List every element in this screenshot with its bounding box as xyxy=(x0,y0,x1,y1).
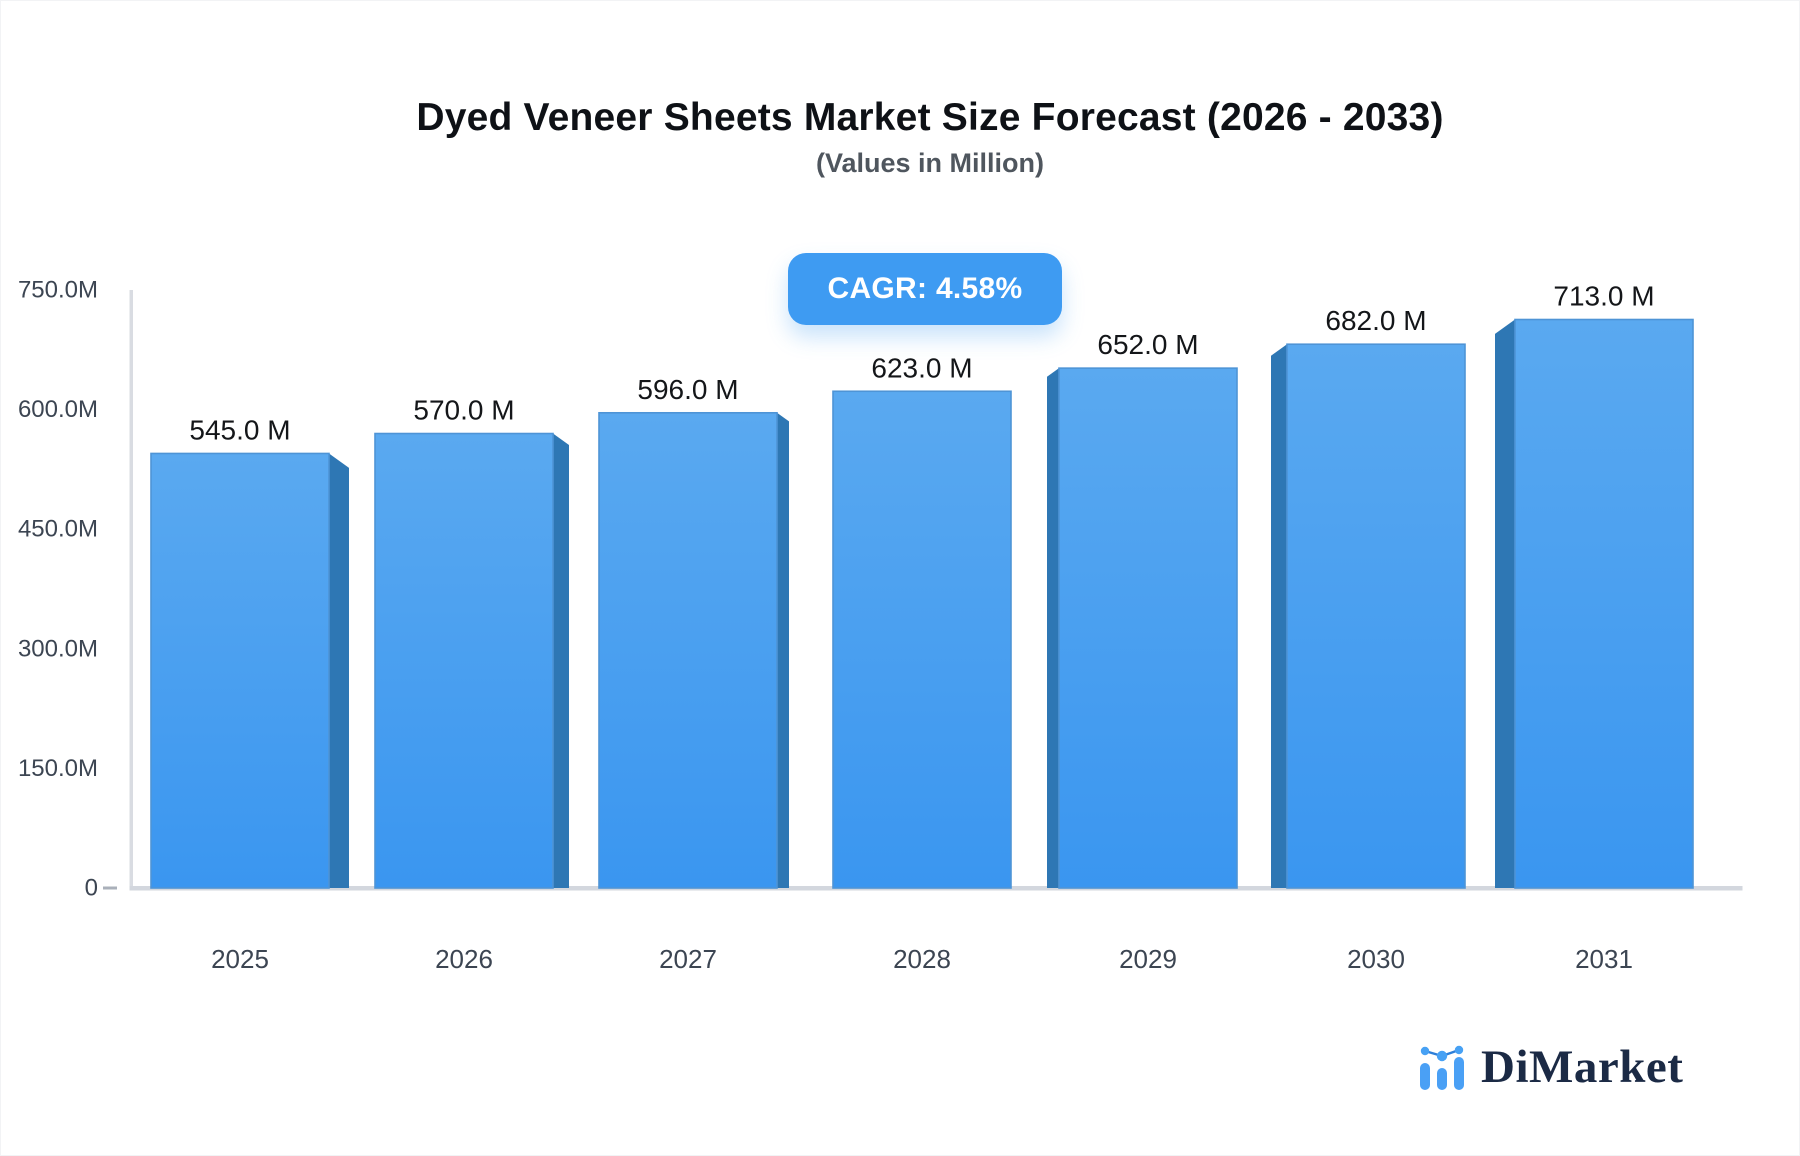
chart-title: Dyed Veneer Sheets Market Size Forecast … xyxy=(416,96,1444,139)
bar-side xyxy=(329,453,349,888)
bar-side xyxy=(1047,368,1059,888)
bar-face xyxy=(1058,367,1238,889)
bar-value-label: 545.0 M xyxy=(189,414,290,445)
zero-tick xyxy=(103,886,117,890)
bar-side xyxy=(1271,344,1287,889)
brand-watermark: DiMarket xyxy=(1420,1040,1683,1094)
x-tick-label: 2031 xyxy=(1575,944,1633,974)
bar-value-label: 652.0 M xyxy=(1097,329,1198,360)
chart-subtitle: (Values in Million) xyxy=(815,148,1045,178)
brand-name: DiMarket xyxy=(1481,1041,1684,1093)
x-tick-label: 2026 xyxy=(435,944,493,974)
bar-value-label: 623.0 M xyxy=(871,352,972,383)
bar-value-label: 713.0 M xyxy=(1553,281,1654,312)
x-tick-label: 2025 xyxy=(211,944,269,974)
bar-face xyxy=(832,390,1012,889)
cagr-badge: CAGR: 4.58% xyxy=(788,253,1062,325)
x-tick-label: 2029 xyxy=(1119,944,1177,974)
bar-face xyxy=(1514,318,1694,889)
x-tick-label: 2027 xyxy=(659,944,717,974)
bar-face xyxy=(374,432,554,889)
bar-face xyxy=(598,411,778,889)
y-tick-label: 600.0M xyxy=(18,396,98,423)
cagr-badge-label: CAGR: 4.58% xyxy=(827,272,1023,305)
x-tick-label: 2028 xyxy=(893,944,951,974)
bar-value-label: 682.0 M xyxy=(1325,305,1426,336)
bar-side xyxy=(777,412,789,888)
y-tick-label: 150.0M xyxy=(18,755,98,782)
bar-face xyxy=(1286,343,1466,889)
dimarket-bar-chart-icon xyxy=(1420,1045,1464,1090)
y-tick-label: 300.0M xyxy=(18,635,98,662)
x-tick-label: 2030 xyxy=(1347,944,1405,974)
bar-value-label: 570.0 M xyxy=(413,395,514,426)
y-tick-label: 750.0M xyxy=(18,277,98,304)
bar-face xyxy=(150,452,330,889)
y-tick-label: 450.0M xyxy=(18,516,98,543)
y-axis-line xyxy=(129,290,133,888)
y-tick-label: 0 xyxy=(85,875,98,902)
bar-side xyxy=(553,433,569,888)
bar-side xyxy=(1495,319,1515,888)
bar-value-label: 596.0 M xyxy=(637,374,738,405)
